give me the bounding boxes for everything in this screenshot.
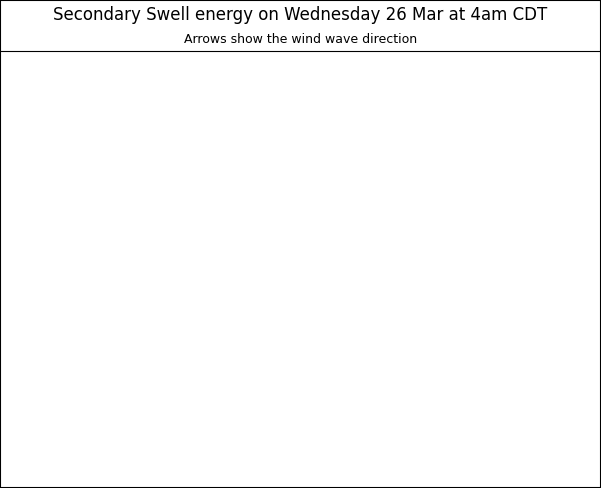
Text: Arrows show the wind wave direction: Arrows show the wind wave direction (184, 34, 417, 46)
Text: cartopy not available: cartopy not available (197, 260, 404, 279)
Text: Secondary Swell energy on Wednesday 26 Mar at 4am CDT: Secondary Swell energy on Wednesday 26 M… (53, 6, 548, 24)
